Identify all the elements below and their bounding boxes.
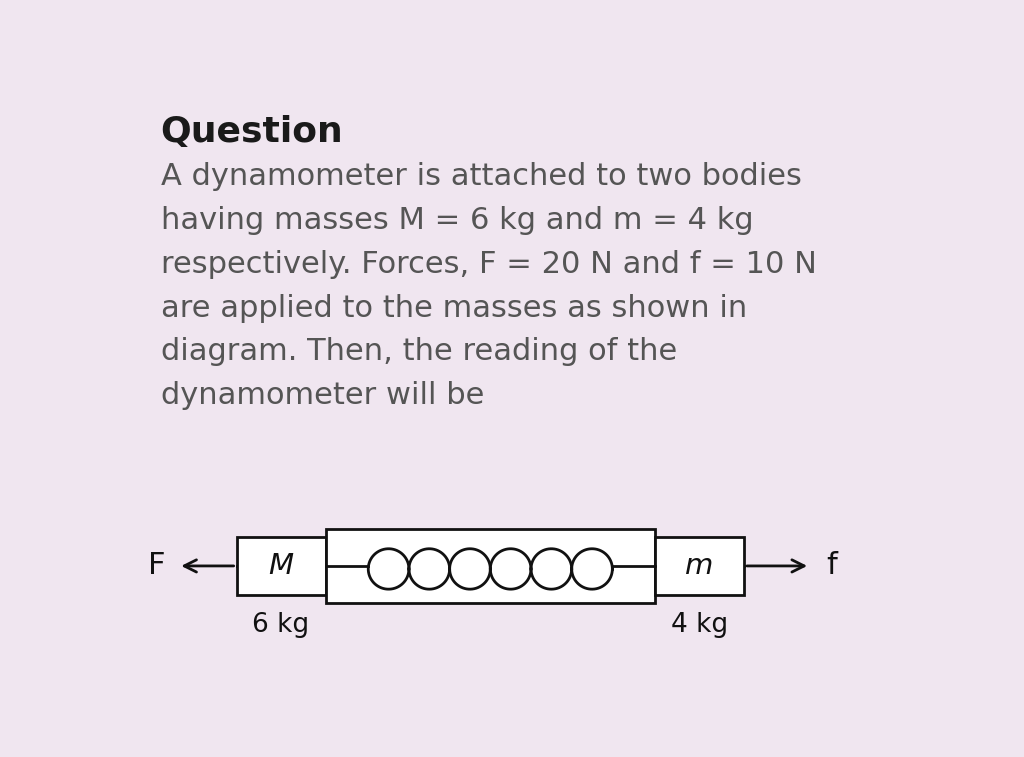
Bar (237, 537, 326, 595)
Bar (326, 529, 655, 603)
Text: 4 kg: 4 kg (671, 612, 728, 638)
Text: 6 kg: 6 kg (253, 612, 309, 638)
Text: F: F (147, 551, 166, 581)
Text: Question: Question (161, 116, 343, 149)
Text: M: M (268, 552, 294, 580)
Bar (655, 537, 744, 595)
Text: f: f (826, 551, 837, 581)
Text: m: m (685, 552, 714, 580)
Text: A dynamometer is attached to two bodies
having masses M = 6 kg and m = 4 kg
resp: A dynamometer is attached to two bodies … (161, 162, 816, 410)
